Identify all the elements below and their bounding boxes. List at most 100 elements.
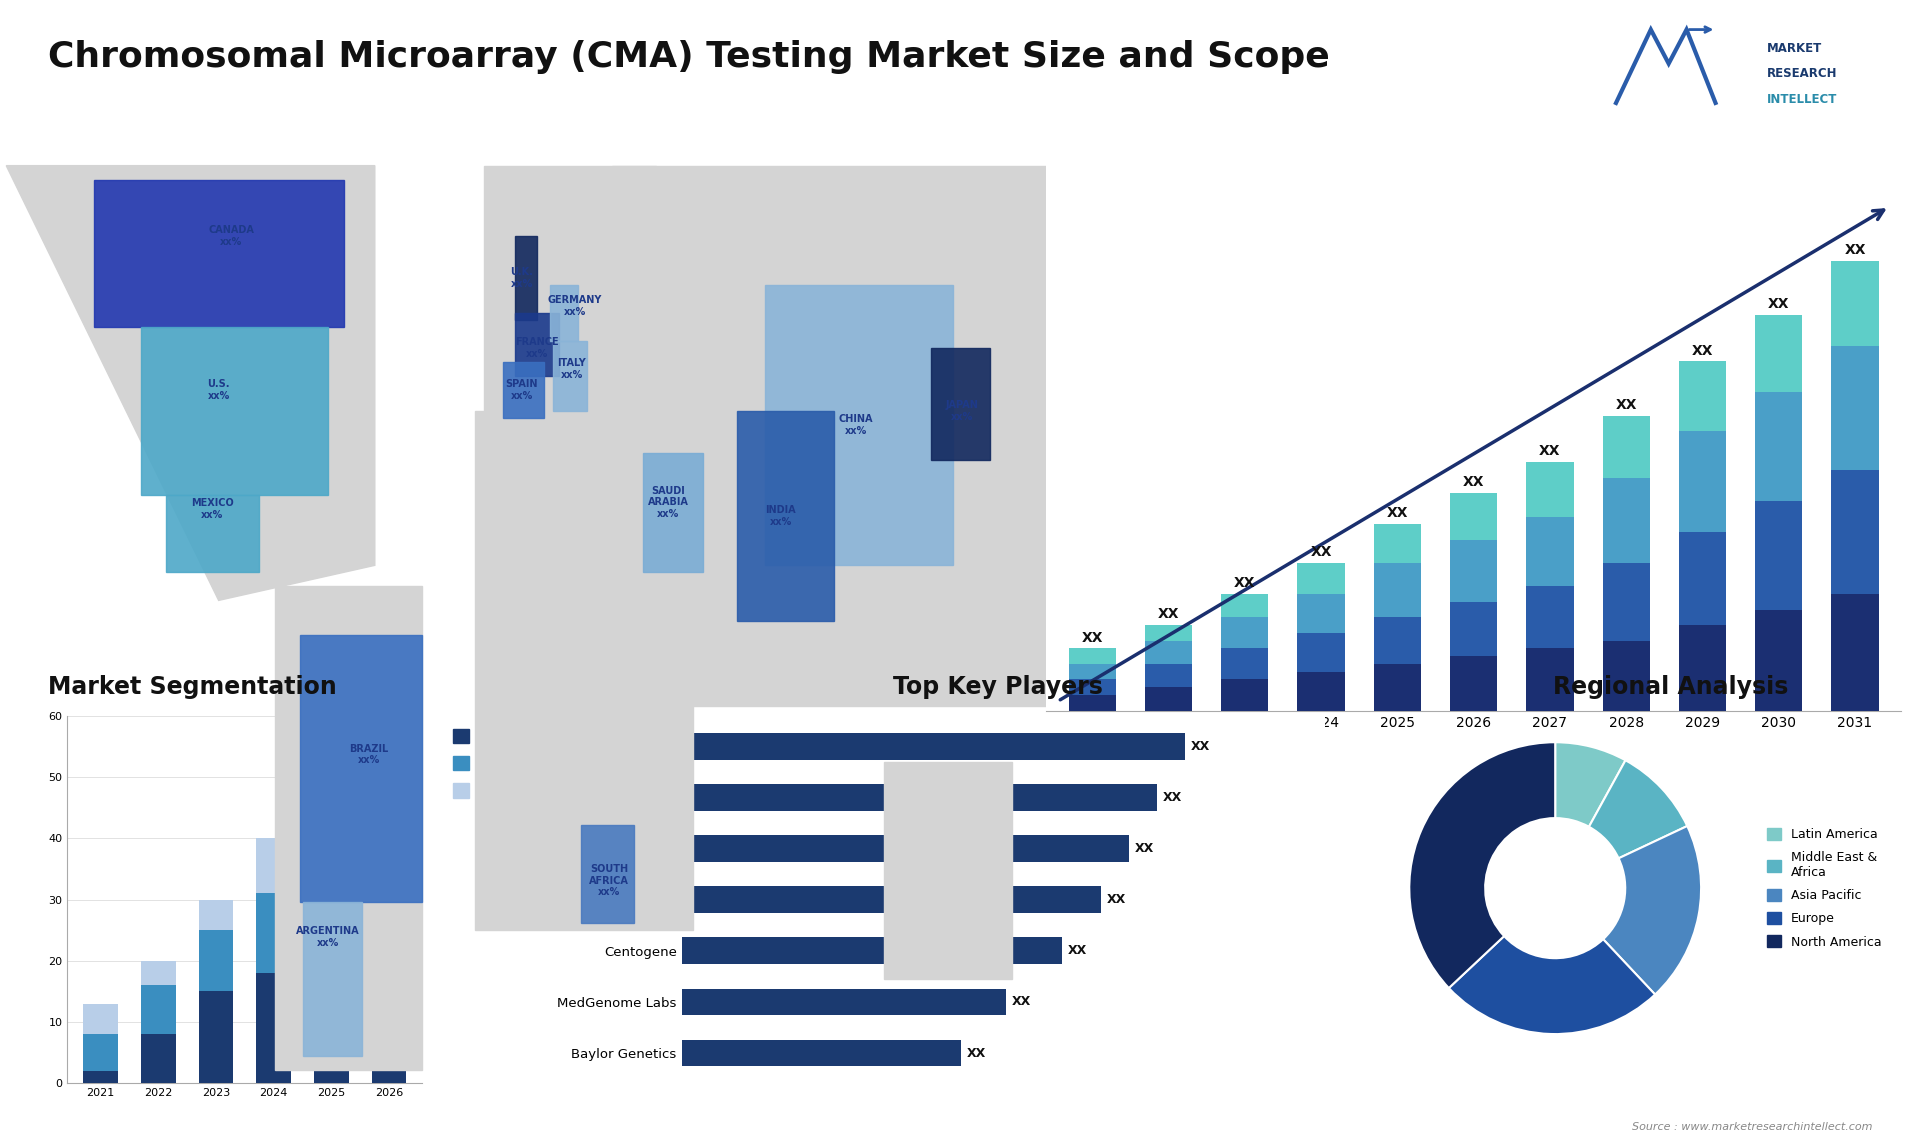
Bar — [1678, 431, 1726, 532]
Bar — [140, 986, 175, 1034]
Text: MEXICO
xx%: MEXICO xx% — [190, 499, 234, 520]
Bar — [1373, 618, 1421, 664]
Text: SPAIN
xx%: SPAIN xx% — [505, 379, 538, 401]
Text: XX: XX — [1158, 607, 1179, 621]
Polygon shape — [165, 495, 259, 572]
Legend: Latin America, Middle East &
Africa, Asia Pacific, Europe, North America: Latin America, Middle East & Africa, Asi… — [1763, 823, 1887, 953]
Text: XX: XX — [1845, 243, 1866, 257]
Circle shape — [1486, 818, 1624, 958]
Bar — [257, 894, 292, 973]
Bar — [1755, 392, 1803, 501]
Text: XX: XX — [1615, 398, 1638, 411]
Text: XX: XX — [1235, 576, 1256, 590]
Polygon shape — [94, 180, 344, 327]
Text: INDIA
xx%: INDIA xx% — [766, 505, 797, 527]
Polygon shape — [6, 166, 374, 601]
Bar — [682, 835, 1129, 862]
Bar — [257, 973, 292, 1083]
Bar — [1298, 672, 1344, 711]
Bar — [140, 960, 175, 986]
Polygon shape — [553, 342, 588, 411]
Text: ITALY
xx%: ITALY xx% — [557, 359, 586, 379]
Bar — [1298, 563, 1344, 594]
Text: XX: XX — [1190, 739, 1210, 753]
Text: XX: XX — [968, 1046, 987, 1060]
Text: JAPAN
xx%: JAPAN xx% — [947, 400, 979, 422]
Bar — [1526, 649, 1574, 711]
Text: CHINA
xx%: CHINA xx% — [839, 415, 874, 435]
Bar — [1832, 594, 1878, 711]
Bar — [1603, 563, 1649, 641]
Bar — [372, 740, 407, 795]
Text: MARKET: MARKET — [1766, 41, 1822, 55]
Bar — [315, 826, 349, 949]
Text: CANADA
xx%: CANADA xx% — [207, 225, 253, 246]
Text: XX: XX — [1164, 791, 1183, 803]
Bar — [83, 1004, 117, 1034]
Text: XX: XX — [1081, 630, 1102, 644]
Bar — [1603, 416, 1649, 478]
Bar — [1144, 626, 1192, 641]
Bar — [1832, 346, 1878, 470]
Bar — [1526, 517, 1574, 587]
Text: ARGENTINA
xx%: ARGENTINA xx% — [296, 926, 359, 948]
Text: XX: XX — [1386, 507, 1407, 520]
Wedge shape — [1555, 743, 1626, 826]
Bar — [315, 777, 349, 826]
Bar — [1221, 680, 1269, 711]
Wedge shape — [1590, 760, 1688, 858]
Polygon shape — [737, 411, 833, 621]
Polygon shape — [503, 362, 543, 418]
Bar — [682, 886, 1100, 913]
Bar — [1678, 532, 1726, 626]
Polygon shape — [140, 327, 328, 495]
Bar — [1298, 594, 1344, 633]
Bar — [1221, 594, 1269, 618]
Text: Regional Analysis: Regional Analysis — [1553, 675, 1788, 699]
Bar — [1221, 649, 1269, 680]
Polygon shape — [300, 636, 422, 902]
Text: XX: XX — [1768, 297, 1789, 311]
Bar — [1144, 664, 1192, 688]
Bar — [1755, 501, 1803, 610]
Bar — [1450, 657, 1498, 711]
Polygon shape — [931, 348, 991, 461]
Bar — [1069, 680, 1116, 694]
Polygon shape — [883, 762, 1012, 979]
Bar — [140, 1034, 175, 1083]
Bar — [257, 839, 292, 894]
Wedge shape — [1409, 743, 1555, 988]
Bar — [1450, 540, 1498, 602]
Text: GERMANY
xx%: GERMANY xx% — [547, 295, 603, 316]
Bar — [83, 1070, 117, 1083]
Bar — [1298, 633, 1344, 672]
Wedge shape — [1450, 936, 1655, 1034]
Bar — [1144, 688, 1192, 711]
Bar — [1144, 641, 1192, 664]
Polygon shape — [275, 587, 422, 1070]
Polygon shape — [474, 411, 693, 931]
Polygon shape — [484, 166, 657, 425]
Bar — [372, 795, 407, 936]
Bar — [1221, 618, 1269, 649]
Bar — [1450, 602, 1498, 657]
Text: U.K.
xx%: U.K. xx% — [511, 267, 534, 289]
Text: XX: XX — [1012, 996, 1031, 1008]
Bar — [198, 931, 232, 991]
Polygon shape — [612, 166, 1092, 706]
Bar — [1450, 493, 1498, 540]
Bar — [1603, 478, 1649, 563]
Polygon shape — [643, 453, 703, 572]
Wedge shape — [1603, 826, 1701, 995]
Bar — [1755, 315, 1803, 392]
Bar — [1526, 587, 1574, 649]
Text: XX: XX — [1106, 893, 1125, 906]
Text: XX: XX — [1309, 545, 1332, 559]
Bar — [198, 900, 232, 931]
Polygon shape — [515, 313, 559, 376]
Bar — [1069, 649, 1116, 664]
Bar — [1678, 626, 1726, 711]
Bar — [1603, 641, 1649, 711]
Text: Market Segmentation: Market Segmentation — [48, 675, 336, 699]
Bar — [1373, 525, 1421, 563]
